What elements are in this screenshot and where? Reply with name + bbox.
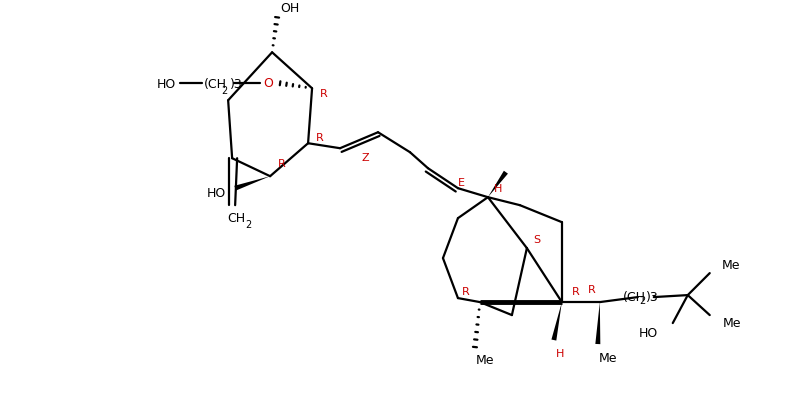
Text: R: R bbox=[462, 287, 470, 297]
Text: R: R bbox=[320, 89, 328, 99]
Text: 2: 2 bbox=[639, 296, 646, 306]
Text: (CH: (CH bbox=[622, 291, 646, 303]
Polygon shape bbox=[552, 302, 562, 341]
Text: Z: Z bbox=[361, 153, 369, 163]
Text: OH: OH bbox=[281, 2, 300, 15]
Text: CH: CH bbox=[227, 212, 245, 224]
Text: R: R bbox=[588, 285, 595, 295]
Text: Me: Me bbox=[722, 259, 740, 272]
Text: R: R bbox=[278, 159, 286, 169]
Text: O: O bbox=[263, 77, 273, 90]
Text: HO: HO bbox=[157, 78, 176, 91]
Text: S: S bbox=[533, 235, 541, 245]
Text: 2: 2 bbox=[221, 86, 227, 96]
Text: (CH: (CH bbox=[204, 78, 227, 91]
Text: H: H bbox=[494, 184, 502, 194]
Polygon shape bbox=[488, 171, 508, 197]
Text: Me: Me bbox=[475, 353, 494, 367]
Text: )3: )3 bbox=[646, 291, 658, 303]
Polygon shape bbox=[235, 176, 270, 191]
Text: R: R bbox=[572, 287, 580, 297]
Text: HO: HO bbox=[207, 187, 226, 199]
Text: 2: 2 bbox=[245, 220, 251, 230]
Text: H: H bbox=[556, 349, 564, 359]
Text: Me: Me bbox=[723, 317, 741, 330]
Polygon shape bbox=[595, 302, 600, 344]
Text: R: R bbox=[316, 133, 324, 143]
Text: Me: Me bbox=[599, 351, 617, 365]
Text: HO: HO bbox=[638, 326, 657, 340]
Text: )3: )3 bbox=[230, 78, 243, 91]
Text: E: E bbox=[457, 178, 464, 188]
